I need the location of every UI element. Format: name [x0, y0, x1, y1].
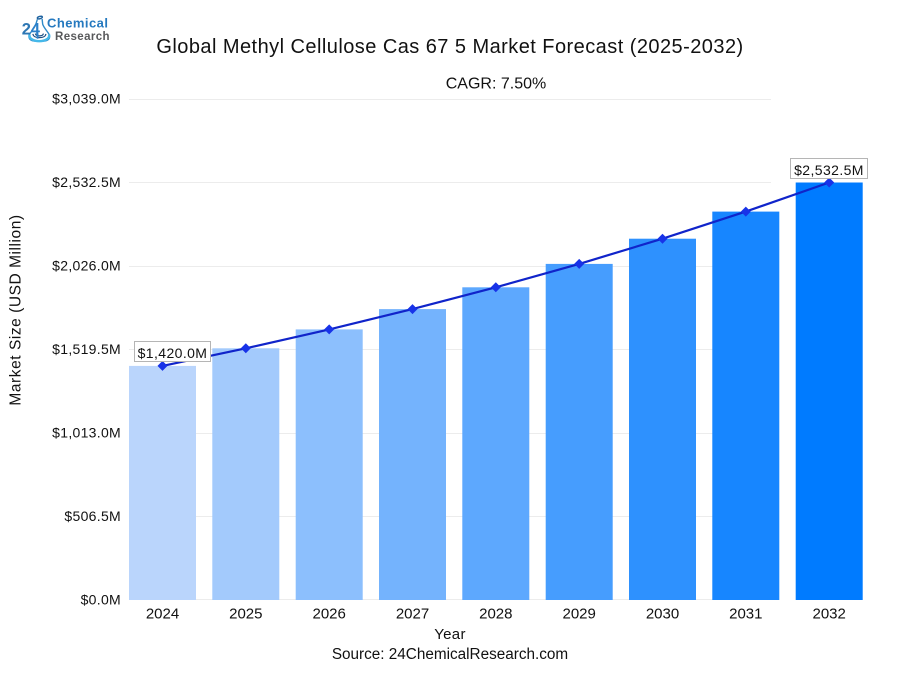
svg-text:2026: 2026 — [313, 606, 346, 623]
svg-text:$1,420.0M: $1,420.0M — [138, 345, 208, 361]
svg-text:2027: 2027 — [396, 606, 429, 623]
svg-text:2025: 2025 — [229, 606, 262, 623]
svg-text:$1,013.0M: $1,013.0M — [52, 425, 121, 441]
svg-text:Chemical: Chemical — [47, 16, 108, 31]
svg-text:Global Methyl Cellulose Cas 67: Global Methyl Cellulose Cas 67 5 Market … — [156, 36, 743, 58]
svg-text:Year: Year — [434, 626, 466, 643]
svg-text:2031: 2031 — [729, 606, 762, 623]
svg-text:2032: 2032 — [813, 606, 846, 623]
svg-text:$2,532.5M: $2,532.5M — [52, 174, 121, 190]
svg-text:$1,519.5M: $1,519.5M — [52, 341, 121, 357]
svg-text:Market Size (USD Million): Market Size (USD Million) — [8, 214, 25, 405]
svg-text:2029: 2029 — [563, 606, 596, 623]
svg-text:Source: 24ChemicalResearch.com: Source: 24ChemicalResearch.com — [332, 646, 568, 663]
svg-text:$0.0M: $0.0M — [81, 592, 121, 608]
svg-text:$506.5M: $506.5M — [64, 508, 121, 524]
svg-text:$2,532.5M: $2,532.5M — [794, 162, 864, 178]
svg-text:CAGR: 7.50%: CAGR: 7.50% — [446, 76, 546, 93]
svg-text:24: 24 — [22, 21, 41, 39]
svg-text:$2,026.0M: $2,026.0M — [52, 258, 121, 274]
svg-text:2028: 2028 — [479, 606, 512, 623]
svg-text:$3,039.0M: $3,039.0M — [52, 91, 121, 107]
svg-text:2024: 2024 — [146, 606, 179, 623]
svg-text:Research: Research — [55, 31, 110, 43]
svg-text:2030: 2030 — [646, 606, 679, 623]
